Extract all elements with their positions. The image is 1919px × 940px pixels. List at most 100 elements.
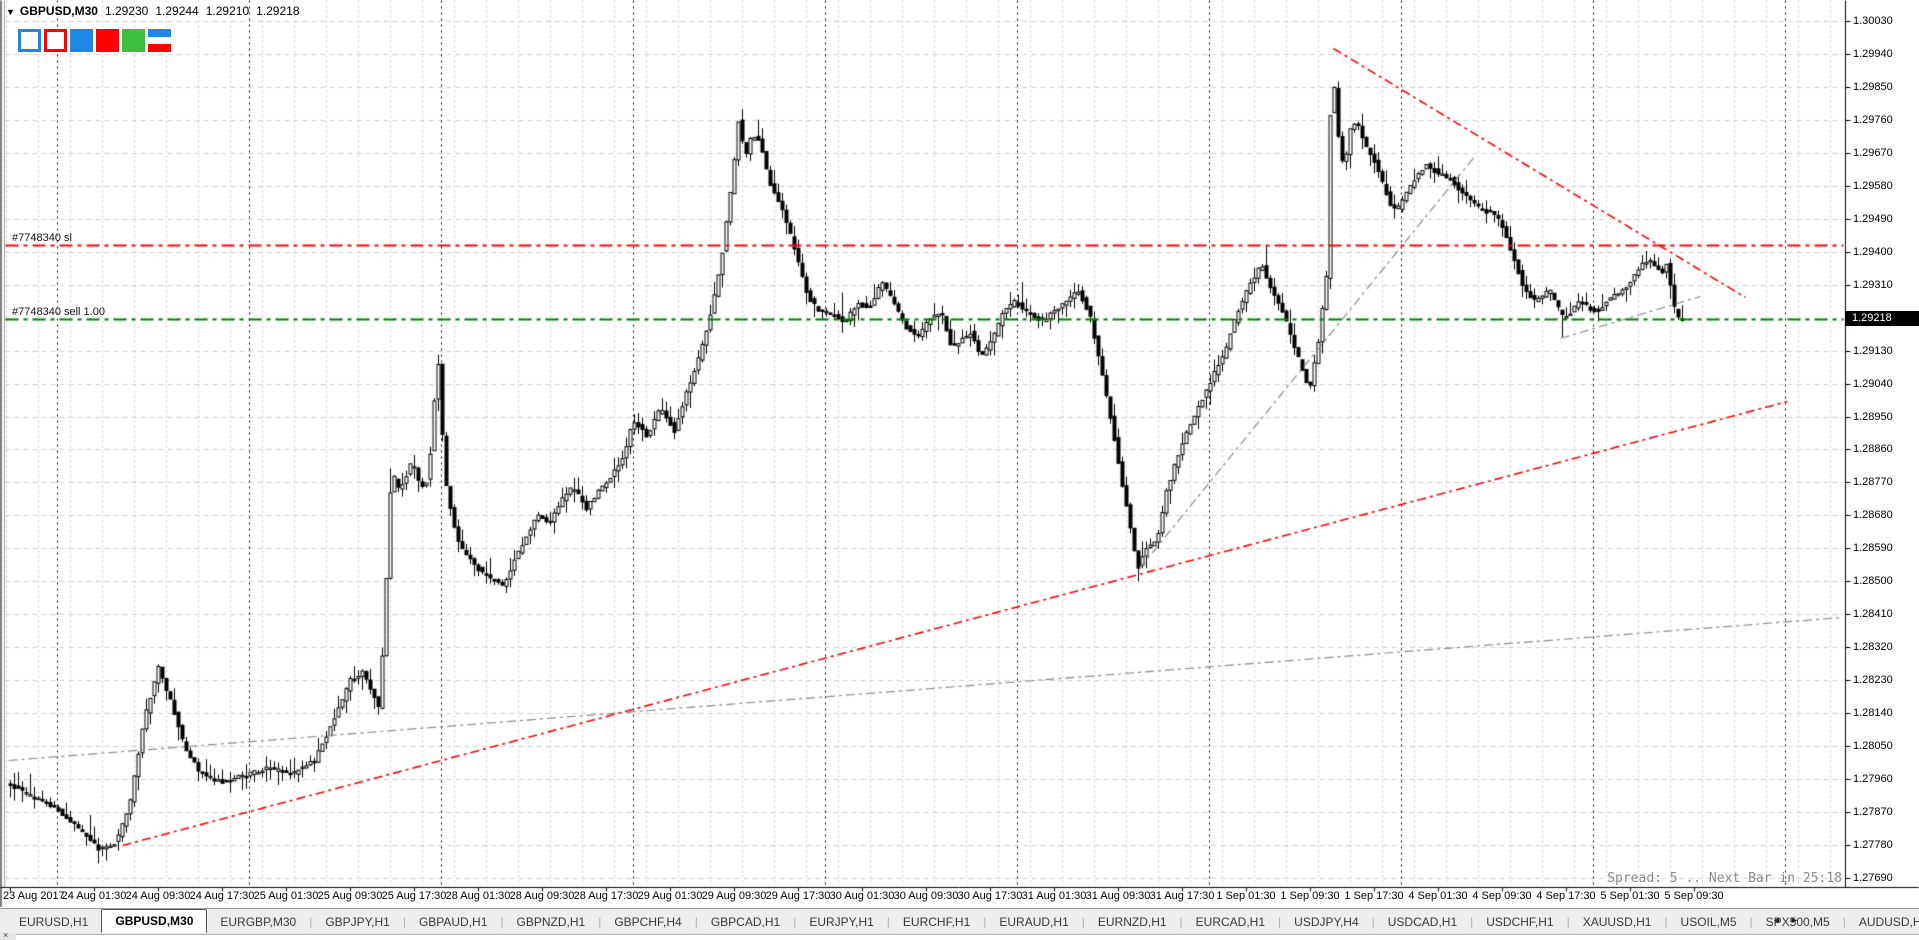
price-axis-label: 1.29580 (1853, 179, 1893, 192)
price-axis-label: 1.28590 (1853, 542, 1893, 555)
tab-separator: | (500, 915, 504, 929)
tab-separator: | (598, 915, 602, 929)
spread-nextbar-status: Spread: 5 .. Next Bar in 25:18 (1607, 871, 1842, 886)
tab-usdcad-h1[interactable]: USDCAD,H1 (1387, 915, 1458, 929)
tab-usdchf-h1[interactable]: USDCHF,H1 (1486, 915, 1554, 929)
price-axis-label: 1.30030 (1853, 15, 1893, 27)
tab-eurcad-h1[interactable]: EURCAD,H1 (1195, 915, 1266, 929)
symbol-tabs-bar: EURUSD,H1 GBPUSD,M30 EURGBP,M30 | GBPJPY,H1 |… (0, 908, 1919, 933)
chart-canvas[interactable] (0, 0, 1919, 907)
symbol-name: GBPUSD,M30 (19, 4, 98, 18)
tab-separator: | (1749, 915, 1753, 929)
color-swatch-toolbar (18, 29, 171, 52)
time-axis-label: 5 Sep 01:30 (1600, 890, 1660, 902)
tab-gbpcad-h1[interactable]: GBPCAD,H1 (710, 915, 781, 929)
time-axis-label: 30 Aug 17:30 (957, 890, 1023, 902)
green-fill-swatch[interactable] (122, 29, 145, 52)
price-axis-label: 1.28500 (1853, 575, 1893, 588)
time-axis-label: 29 Aug 09:30 (701, 890, 767, 902)
tab-eurnzd-h1[interactable]: EURNZD,H1 (1097, 915, 1167, 929)
time-axis-label: 4 Sep 17:30 (1536, 890, 1596, 902)
price-axis-label: 1.27690 (1853, 871, 1893, 884)
red-outline-swatch[interactable] (44, 29, 67, 52)
price-axis-label: 1.29940 (1853, 47, 1893, 60)
price-axis-label: 1.27960 (1853, 773, 1893, 786)
chart-dropdown-icon[interactable]: ▼ (6, 7, 15, 17)
price-axis-label: 1.28860 (1853, 443, 1893, 456)
price-open: 1.29230 (104, 4, 149, 18)
price-axis-label: 1.28140 (1853, 707, 1893, 720)
time-axis-label: 1 Sep 17:30 (1344, 890, 1404, 902)
tab-spx500-m5[interactable]: SPX500,M5 (1765, 915, 1830, 929)
tab-separator: | (1081, 915, 1085, 929)
time-axis-label: 30 Aug 09:30 (893, 890, 959, 902)
time-axis-label: 25 Aug 01:30 (253, 890, 319, 902)
price-axis-label: 1.27780 (1853, 839, 1893, 851)
close-icon[interactable]: × (3, 930, 9, 940)
blue-red-bars-swatch[interactable] (148, 29, 171, 52)
tab-separator: | (1470, 915, 1474, 929)
time-axis-label: 24 Aug 09:30 (125, 890, 191, 902)
time-axis-label: 28 Aug 09:30 (509, 890, 575, 902)
price-close: 1.29218 (256, 4, 300, 18)
price-axis-label: 1.28680 (1853, 509, 1893, 522)
time-axis-label: 24 Aug 01:30 (61, 890, 127, 902)
tab-eurgbp-m30[interactable]: EURGBP,M30 (220, 915, 297, 929)
time-axis-label: 5 Sep 09:30 (1664, 890, 1724, 902)
time-axis-label: 28 Aug 01:30 (445, 890, 511, 902)
price-axis-label: 1.29040 (1853, 377, 1893, 390)
red-fill-swatch[interactable] (96, 29, 119, 52)
tab-scroll-right-icon[interactable]: ► (1790, 915, 1799, 925)
stop-loss-label[interactable]: #7748340 sl (12, 232, 72, 244)
tab-separator: | (1566, 915, 1570, 929)
tab-euraud-h1[interactable]: EURAUD,H1 (999, 915, 1069, 929)
sell-order-label[interactable]: #7748340 sell 1.00 (12, 306, 105, 318)
time-axis-label: 31 Aug 09:30 (1085, 890, 1151, 902)
tab-separator: | (309, 915, 313, 929)
tab-gbpaud-h1[interactable]: GBPAUD,H1 (418, 915, 488, 929)
time-axis-label: 29 Aug 01:30 (637, 890, 703, 902)
tab-separator: | (1371, 915, 1375, 929)
tab-separator: | (1664, 915, 1668, 929)
tab-separator: | (402, 915, 406, 929)
price-axis-label: 1.28230 (1853, 674, 1893, 687)
blue-fill-swatch[interactable] (70, 29, 93, 52)
tab-eurjpy-h1[interactable]: EURJPY,H1 (809, 915, 874, 929)
price-low: 1.29210 (205, 4, 250, 18)
time-axis-label: 30 Aug 01:30 (829, 890, 895, 902)
scrollbar-track[interactable] (16, 934, 1919, 940)
tab-gbpjpy-h1[interactable]: GBPJPY,H1 (325, 915, 390, 929)
price-axis-label: 1.29310 (1853, 278, 1893, 291)
price-axis-label: 1.29670 (1853, 146, 1893, 159)
tab-audusd-h4[interactable]: AUDUSD,H4 (1858, 915, 1919, 929)
time-axis-label: 23 Aug 2017 (3, 890, 65, 902)
price-axis-label: 1.28770 (1853, 476, 1893, 489)
time-axis-label: 25 Aug 09:30 (317, 890, 383, 902)
tab-usdjpy-h4[interactable]: USDJPY,H4 (1294, 915, 1359, 929)
tab-xauusd-h1[interactable]: XAUUSD,H1 (1582, 915, 1652, 929)
price-high: 1.29244 (155, 4, 199, 18)
price-axis-label: 1.27870 (1853, 806, 1893, 819)
time-axis-label: 4 Sep 09:30 (1472, 890, 1532, 902)
tab-eurchf-h1[interactable]: EURCHF,H1 (902, 915, 971, 929)
chart-title: ▼ GBPUSD,M30 1.29230 1.29244 1.29210 1.29218 (6, 4, 300, 18)
price-axis-label: 1.29760 (1853, 113, 1893, 126)
time-axis-label: 31 Aug 17:30 (1149, 890, 1215, 902)
time-axis-label: 31 Aug 01:30 (1021, 890, 1087, 902)
tab-separator: | (886, 915, 890, 929)
time-axis-label: 28 Aug 17:30 (573, 890, 639, 902)
time-axis-label: 29 Aug 17:30 (765, 890, 831, 902)
tab-gbpchf-h4[interactable]: GBPCHF,H4 (614, 915, 682, 929)
tab-gbpusd-m30[interactable]: GBPUSD,M30 (101, 909, 208, 933)
price-axis-label: 1.29490 (1853, 212, 1893, 225)
tab-separator: | (1179, 915, 1183, 929)
tab-separator: | (983, 915, 987, 929)
tab-eurusd-h1[interactable]: EURUSD,H1 (19, 915, 89, 929)
tab-scroll-left-icon[interactable]: ◄ (1772, 915, 1781, 925)
blue-outline-swatch[interactable] (18, 29, 41, 52)
tab-separator: | (1842, 915, 1846, 929)
tab-gbpnzd-h1[interactable]: GBPNZD,H1 (516, 915, 586, 929)
tab-separator: | (793, 915, 797, 929)
tab-separator: | (1278, 915, 1282, 929)
tab-usoil-m5[interactable]: USOIL,M5 (1680, 915, 1737, 929)
